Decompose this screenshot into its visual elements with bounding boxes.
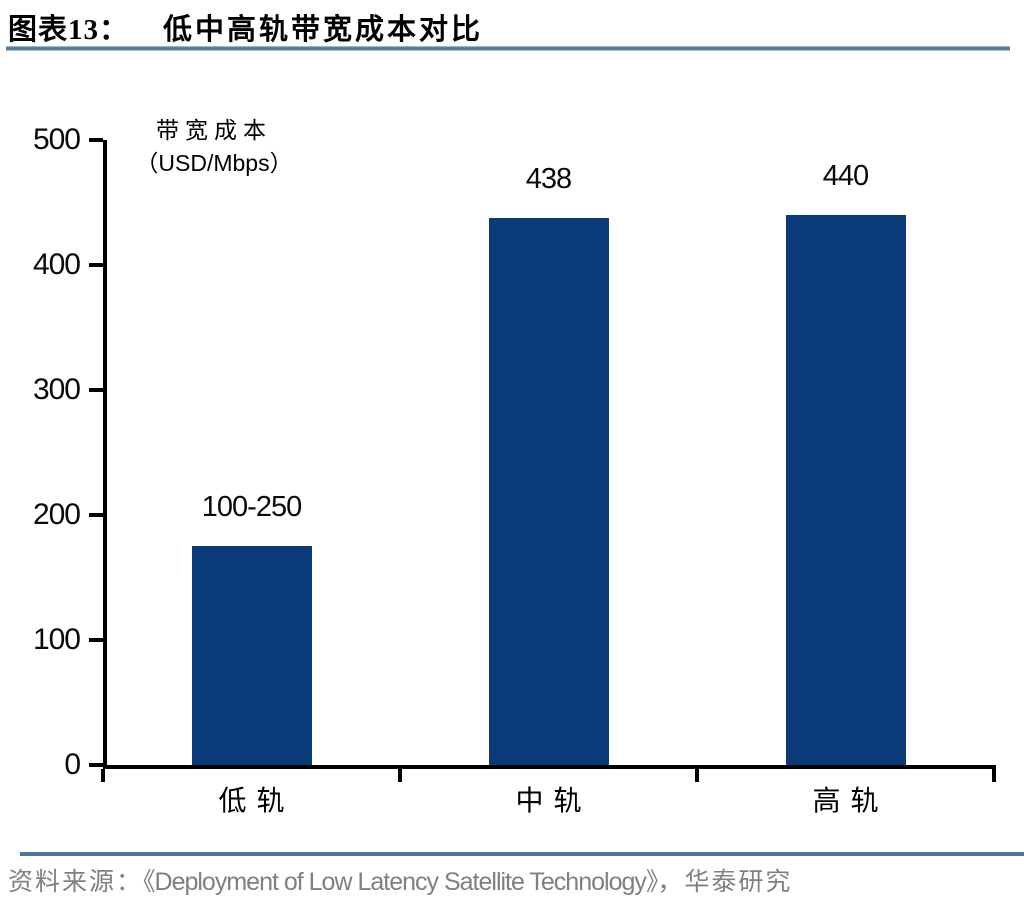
y-tick-label: 400 [32, 248, 81, 281]
y-tick-mark [89, 513, 103, 517]
x-tick-mark [101, 769, 105, 782]
footer-divider [20, 852, 1024, 856]
title-underline [6, 46, 1010, 51]
bar-value-label: 100-250 [201, 491, 302, 524]
y-tick-mark [89, 763, 103, 767]
y-tick-label: 500 [32, 123, 81, 156]
x-tick-mark [992, 769, 996, 782]
x-tick-mark [398, 769, 402, 782]
source-label: 资料来源： [8, 869, 144, 896]
bar-value-label: 440 [822, 160, 869, 192]
bar [785, 215, 906, 765]
bar [191, 546, 312, 765]
y-axis-unit-line-1: 带宽成本 [156, 118, 272, 143]
figure-title: 低中高轨带宽成本对比 [163, 14, 484, 46]
source-note: 资料来源：《Deployment of Low Latency Satellit… [8, 862, 1016, 898]
figure-label: 图表13： [8, 14, 130, 46]
y-axis-unit-line-2: （USD/Mbps） [135, 150, 293, 176]
y-axis-unit-label: 带宽成本 （USD/Mbps） [128, 114, 300, 180]
y-tick-label: 300 [32, 373, 81, 406]
figure-header: 图表13： 低中高轨带宽成本对比 [8, 6, 483, 48]
x-axis-line [103, 765, 996, 769]
y-tick-label: 0 [64, 748, 81, 781]
bar [488, 217, 609, 765]
x-tick-mark [695, 769, 699, 782]
category-label: 低轨 [218, 786, 295, 817]
source-org: ，华泰研究 [657, 869, 793, 896]
category-label: 中轨 [515, 786, 592, 817]
source-work: 《Deployment of Low Latency Satellite Tec… [143, 868, 658, 896]
y-axis-line [103, 140, 107, 769]
y-tick-mark [89, 138, 103, 142]
bar-value-label: 438 [525, 162, 572, 195]
y-tick-mark [89, 263, 103, 267]
category-label: 高轨 [812, 786, 889, 817]
y-tick-label: 100 [32, 623, 81, 656]
y-tick-label: 200 [32, 498, 81, 531]
y-tick-mark [89, 388, 103, 392]
y-tick-mark [89, 638, 103, 642]
